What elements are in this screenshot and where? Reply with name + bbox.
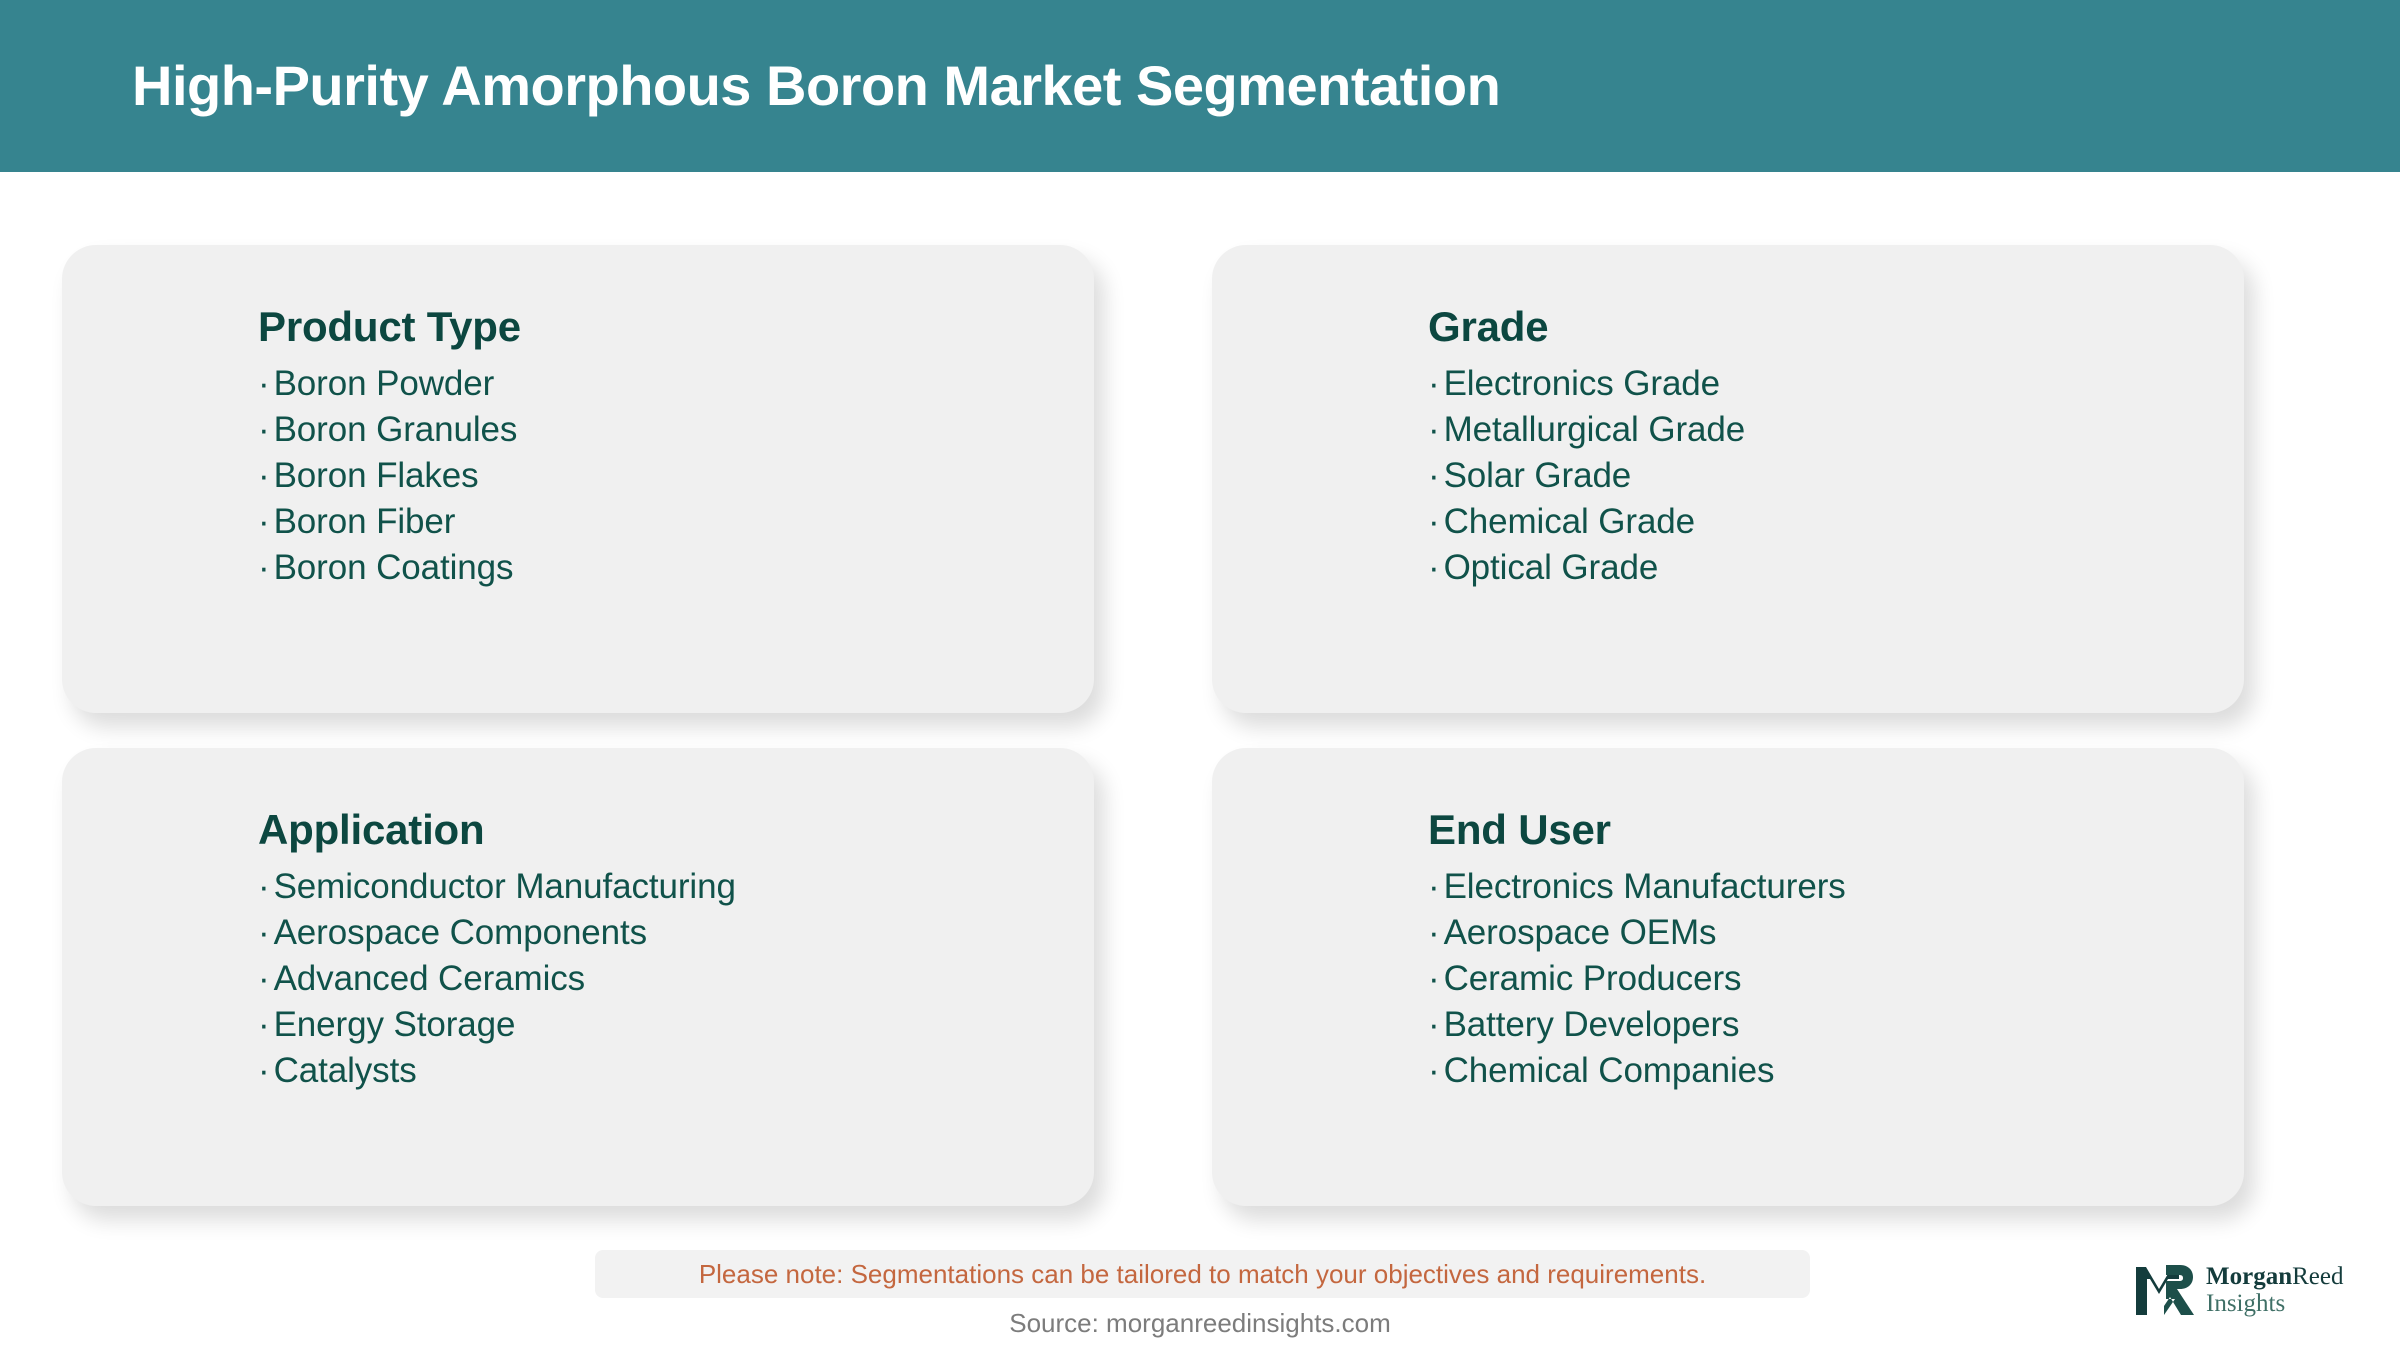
segment-card-product-type[interactable]: Product Type · Boron Powder · Boron Granul…	[62, 245, 1094, 713]
card-content: Product Type · Boron Powder · Boron Granul…	[258, 303, 1070, 591]
list-item-label: Aerospace Components	[273, 913, 648, 953]
bullet-icon: ·	[258, 364, 270, 404]
list-item-label: Metallurgical Grade	[1443, 410, 1746, 450]
bullet-icon: ·	[1428, 913, 1440, 953]
page-title: High-Purity Amorphous Boron Market Segme…	[132, 54, 1501, 118]
bullet-icon: ·	[1428, 456, 1440, 496]
card-content: End User · Electronics Manufacturers · Aer…	[1428, 806, 2220, 1094]
list-item-label: Boron Coatings	[273, 548, 514, 588]
bullet-icon: ·	[258, 410, 270, 450]
bullet-icon: ·	[258, 1005, 270, 1045]
list-item: · Optical Grade	[1428, 545, 2220, 591]
bullet-icon: ·	[258, 1051, 270, 1091]
list-item-label: Chemical Grade	[1443, 502, 1696, 542]
segment-card-end-user[interactable]: End User · Electronics Manufacturers · Aer…	[1212, 748, 2244, 1206]
list-item-label: Chemical Companies	[1443, 1051, 1775, 1091]
list-item: · Boron Powder	[258, 361, 1070, 407]
list-item: · Metallurgical Grade	[1428, 407, 2220, 453]
card-item-list: · Semiconductor Manufacturing · Aerospace …	[258, 864, 1070, 1094]
list-item-label: Battery Developers	[1443, 1005, 1740, 1045]
list-item: · Semiconductor Manufacturing	[258, 864, 1070, 910]
bullet-icon: ·	[1428, 548, 1440, 588]
bullet-icon: ·	[1428, 502, 1440, 542]
note-banner: Please note: Segmentations can be tailor…	[595, 1250, 1810, 1298]
list-item: · Battery Developers	[1428, 1002, 2220, 1048]
bullet-icon: ·	[1428, 410, 1440, 450]
list-item-label: Ceramic Producers	[1443, 959, 1742, 999]
bullet-icon: ·	[1428, 364, 1440, 404]
list-item: · Ceramic Producers	[1428, 956, 2220, 1002]
bullet-icon: ·	[258, 959, 270, 999]
list-item: · Advanced Ceramics	[258, 956, 1070, 1002]
card-item-list: · Boron Powder · Boron Granules · Boron Fla…	[258, 361, 1070, 591]
bullet-icon: ·	[1428, 1051, 1440, 1091]
logo-name: MorganReed	[2206, 1264, 2343, 1289]
list-item-label: Electronics Grade	[1443, 364, 1721, 404]
list-item: · Catalysts	[258, 1048, 1070, 1094]
list-item-label: Boron Granules	[273, 410, 518, 450]
logo-name-bold: Morgan	[2206, 1263, 2293, 1290]
list-item-label: Optical Grade	[1443, 548, 1659, 588]
logo-name-regular: Reed	[2292, 1263, 2344, 1290]
source-text: Source: morganreedinsights.com	[1009, 1308, 1391, 1338]
bullet-icon: ·	[258, 502, 270, 542]
card-title: Application	[258, 806, 485, 853]
bullet-icon: ·	[258, 867, 270, 907]
list-item-label: Energy Storage	[273, 1005, 516, 1045]
logo-tagline: Insights	[2206, 1290, 2286, 1317]
bullet-icon: ·	[258, 456, 270, 496]
bullet-icon: ·	[258, 913, 270, 953]
list-item: · Electronics Manufacturers	[1428, 864, 2220, 910]
list-item-label: Catalysts	[273, 1051, 417, 1091]
list-item: · Boron Fiber	[258, 499, 1070, 545]
bullet-icon: ·	[1428, 959, 1440, 999]
card-title: Grade	[1428, 303, 1549, 350]
list-item: · Boron Granules	[258, 407, 1070, 453]
card-title: Product Type	[258, 303, 521, 350]
list-item: · Boron Coatings	[258, 545, 1070, 591]
logo-wordmark: MorganReed Insights	[2206, 1264, 2343, 1316]
card-item-list: · Electronics Grade · Metallurgical Grade …	[1428, 361, 2220, 591]
list-item: · Electronics Grade	[1428, 361, 2220, 407]
list-item: · Chemical Companies	[1428, 1048, 2220, 1094]
bullet-icon: ·	[1428, 1005, 1440, 1045]
list-item-label: Boron Fiber	[273, 502, 456, 542]
list-item: · Energy Storage	[258, 1002, 1070, 1048]
list-item-label: Solar Grade	[1443, 456, 1632, 496]
list-item-label: Semiconductor Manufacturing	[273, 867, 736, 907]
list-item-label: Advanced Ceramics	[273, 959, 586, 999]
list-item-label: Electronics Manufacturers	[1443, 867, 1846, 907]
note-text: Please note: Segmentations can be tailor…	[698, 1258, 1707, 1289]
list-item-label: Boron Flakes	[273, 456, 479, 496]
list-item: · Aerospace Components	[258, 910, 1070, 956]
segment-card-application[interactable]: Application · Semiconductor Manufacturing…	[62, 748, 1094, 1206]
list-item: · Boron Flakes	[258, 453, 1070, 499]
bullet-icon: ·	[1428, 867, 1440, 907]
card-content: Grade · Electronics Grade · Metallurgical …	[1428, 303, 2220, 591]
card-content: Application · Semiconductor Manufacturing…	[258, 806, 1070, 1094]
segment-card-grade[interactable]: Grade · Electronics Grade · Metallurgical …	[1212, 245, 2244, 713]
header-bar: High-Purity Amorphous Boron Market Segme…	[0, 0, 2400, 172]
bullet-icon: ·	[258, 548, 270, 588]
list-item-label: Aerospace OEMs	[1443, 913, 1717, 953]
mr-monogram-icon	[2136, 1265, 2194, 1315]
card-item-list: · Electronics Manufacturers · Aerospace OE…	[1428, 864, 2220, 1094]
list-item: · Solar Grade	[1428, 453, 2220, 499]
list-item: · Chemical Grade	[1428, 499, 2220, 545]
card-title: End User	[1428, 806, 1611, 853]
list-item-label: Boron Powder	[273, 364, 495, 404]
brand-logo[interactable]: MorganReed Insights	[2134, 1263, 2343, 1317]
list-item: · Aerospace OEMs	[1428, 910, 2220, 956]
